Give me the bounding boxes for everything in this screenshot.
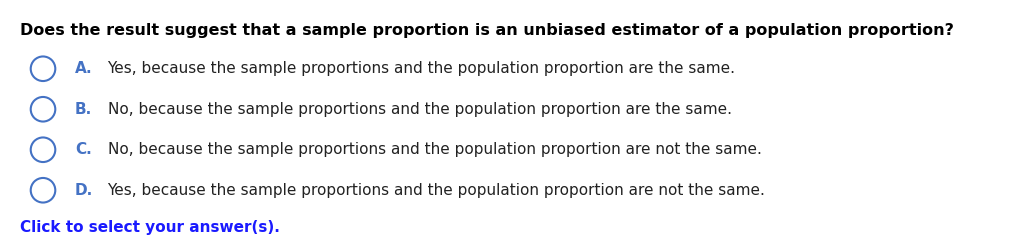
Text: D.: D. <box>75 183 93 198</box>
Text: No, because the sample proportions and the population proportion are not the sam: No, because the sample proportions and t… <box>108 142 762 157</box>
Text: A.: A. <box>75 61 92 76</box>
Text: No, because the sample proportions and the population proportion are the same.: No, because the sample proportions and t… <box>108 102 731 117</box>
Text: Click to select your answer(s).: Click to select your answer(s). <box>20 220 281 235</box>
Text: Yes, because the sample proportions and the population proportion are the same.: Yes, because the sample proportions and … <box>108 61 735 76</box>
Text: C.: C. <box>75 142 91 157</box>
Text: B.: B. <box>75 102 92 117</box>
Text: Does the result suggest that a sample proportion is an unbiased estimator of a p: Does the result suggest that a sample pr… <box>20 22 954 38</box>
Text: Yes, because the sample proportions and the population proportion are not the sa: Yes, because the sample proportions and … <box>108 183 765 198</box>
